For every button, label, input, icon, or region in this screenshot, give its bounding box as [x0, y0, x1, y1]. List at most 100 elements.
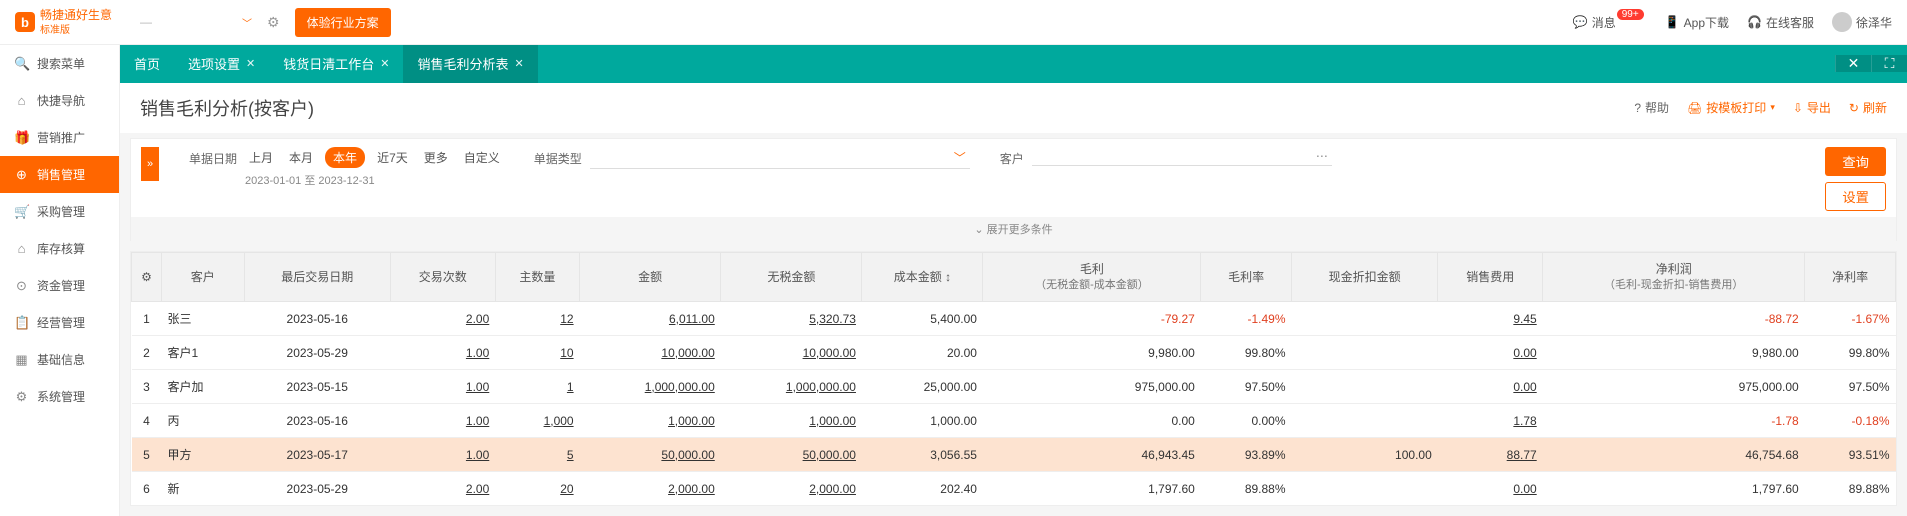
close-icon[interactable]: ✕ — [380, 57, 389, 70]
user-menu[interactable]: 徐泽华 — [1832, 12, 1892, 32]
sidebar-item[interactable]: ⌂快捷导航 — [0, 82, 119, 119]
tab-close-button[interactable]: ✕ — [1835, 55, 1871, 72]
cell: 25,000.00 — [862, 370, 983, 404]
brand-name: 畅捷通好生意 — [40, 9, 112, 21]
date-filter: 单据日期 上月本月本年近7天更多自定义 2023-01-01 至 2023-12… — [189, 147, 504, 188]
cell: 10,000.00 — [721, 336, 862, 370]
table-row[interactable]: 1张三2023-05-162.00126,011.005,320.735,400… — [132, 302, 1896, 336]
cell: 975,000.00 — [1543, 370, 1805, 404]
sidebar-icon: 🎁 — [14, 130, 29, 146]
refresh-label: 刷新 — [1863, 99, 1887, 116]
cell: 1,000,000.00 — [580, 370, 721, 404]
trial-button[interactable]: 体验行业方案 — [295, 8, 391, 37]
date-shortcut[interactable]: 本年 — [325, 147, 365, 168]
date-shortcut[interactable]: 上月 — [245, 147, 277, 168]
sidebar-icon: 🔍 — [14, 56, 29, 72]
column-header: 销售费用 — [1438, 252, 1543, 301]
cell: 张三 — [162, 302, 245, 336]
sidebar-icon: ▦ — [14, 352, 29, 368]
date-shortcut[interactable]: 近7天 — [373, 147, 412, 168]
collapse-button[interactable]: » — [141, 147, 159, 181]
column-header: 毛利（无税金额-成本金额） — [983, 252, 1201, 301]
sidebar-item[interactable]: 🛒采购管理 — [0, 193, 119, 230]
cell — [1292, 472, 1438, 506]
help-label: 帮助 — [1645, 99, 1669, 116]
table-row[interactable]: 5甲方2023-05-171.00550,000.0050,000.003,05… — [132, 438, 1896, 472]
user-name: 徐泽华 — [1856, 14, 1892, 31]
cell: 2023-05-15 — [244, 370, 390, 404]
cell: 2 — [132, 336, 162, 370]
help-link[interactable]: ? 帮助 — [1634, 99, 1669, 116]
date-shortcut[interactable]: 自定义 — [460, 147, 504, 168]
table-row[interactable]: 4丙2023-05-161.001,0001,000.001,000.001,0… — [132, 404, 1896, 438]
tab[interactable]: 选项设置✕ — [174, 45, 269, 83]
table-row[interactable]: 2客户12023-05-291.001010,000.0010,000.0020… — [132, 336, 1896, 370]
sidebar-item[interactable]: ⊙资金管理 — [0, 267, 119, 304]
tab[interactable]: 钱货日清工作台✕ — [269, 45, 403, 83]
cell: 99.80% — [1201, 336, 1292, 370]
cell: 1.00 — [390, 404, 495, 438]
logo-icon: b — [15, 12, 35, 32]
chevron-down-icon: ⌄ — [974, 224, 986, 236]
tab-expand-button[interactable]: ⛶ — [1871, 55, 1907, 72]
print-button[interactable]: 🖨按模板打印▾ — [1687, 99, 1775, 116]
setting-button[interactable]: 设置 — [1825, 182, 1886, 211]
sidebar-item[interactable]: 🔍搜索菜单 — [0, 45, 119, 82]
cell: 1.00 — [390, 336, 495, 370]
org-selector[interactable]: — ﹀ — [140, 15, 252, 30]
cell — [1292, 336, 1438, 370]
tab[interactable]: 首页 — [120, 45, 174, 83]
gear-icon[interactable]: ⚙ — [267, 14, 280, 31]
sidebar-item[interactable]: ⌂库存核算 — [0, 230, 119, 267]
export-button[interactable]: ⇩导出 — [1793, 99, 1831, 116]
cell: 9,980.00 — [983, 336, 1201, 370]
cell: 4 — [132, 404, 162, 438]
page-header: 销售毛利分析(按客户) ? 帮助 🖨按模板打印▾ ⇩导出 ↻ 刷新 — [120, 83, 1907, 133]
search-button[interactable]: 查询 — [1825, 147, 1886, 176]
doctype-filter: 单据类型 ﹀ — [534, 147, 970, 169]
column-header: 无税金额 — [721, 252, 862, 301]
service-label: 在线客服 — [1766, 14, 1814, 31]
help-icon: ? — [1634, 101, 1641, 115]
tab[interactable]: 销售毛利分析表✕ — [403, 45, 537, 83]
cell: 20 — [495, 472, 579, 506]
date-shortcut[interactable]: 本月 — [285, 147, 317, 168]
close-icon[interactable]: ✕ — [246, 57, 255, 70]
refresh-button[interactable]: ↻ 刷新 — [1849, 99, 1887, 116]
cell: 2,000.00 — [580, 472, 721, 506]
sidebar-label: 营销推广 — [37, 129, 85, 146]
doctype-select[interactable]: ﹀ — [590, 147, 970, 169]
cell: -88.72 — [1543, 302, 1805, 336]
cell: 46,943.45 — [983, 438, 1201, 472]
sidebar-item[interactable]: 🎁 营销推广 — [0, 119, 119, 156]
refresh-icon: ↻ — [1849, 101, 1859, 115]
table-row[interactable]: 3客户加2023-05-151.0011,000,000.001,000,000… — [132, 370, 1896, 404]
date-shortcut[interactable]: 更多 — [420, 147, 452, 168]
headset-icon: 🎧 — [1747, 15, 1762, 29]
cell: 20.00 — [862, 336, 983, 370]
sidebar-item[interactable]: ⚙系统管理 — [0, 378, 119, 415]
cell — [1292, 302, 1438, 336]
service-link[interactable]: 🎧 在线客服 — [1747, 14, 1814, 31]
cell: 新 — [162, 472, 245, 506]
table-row[interactable]: 6新2023-05-292.00202,000.002,000.00202.40… — [132, 472, 1896, 506]
download-link[interactable]: 📱 App下载 — [1665, 14, 1729, 31]
cell: 1,000.00 — [862, 404, 983, 438]
column-header[interactable]: 成本金额 ↕ — [862, 252, 983, 301]
cell: 1,797.60 — [983, 472, 1201, 506]
sidebar-item[interactable]: ⊕销售管理 — [0, 156, 119, 193]
message-link[interactable]: 💬 消息 99+ — [1573, 14, 1647, 31]
tab-label: 首页 — [134, 54, 160, 73]
customer-label: 客户 — [1000, 147, 1024, 167]
sidebar-item[interactable]: ▦基础信息 — [0, 341, 119, 378]
column-header: 主数量 — [495, 252, 579, 301]
customer-select[interactable]: ⋯ — [1032, 147, 1332, 166]
sidebar-item[interactable]: 📋经营管理 — [0, 304, 119, 341]
cell: 93.89% — [1201, 438, 1292, 472]
more-label: 展开更多条件 — [987, 224, 1053, 236]
column-header: 净利率 — [1805, 252, 1896, 301]
close-icon[interactable]: ✕ — [515, 57, 524, 70]
data-table: ⚙客户最后交易日期交易次数主数量金额无税金额成本金额 ↕毛利（无税金额-成本金额… — [130, 251, 1897, 506]
page-title: 销售毛利分析(按客户) — [140, 95, 314, 121]
expand-conditions[interactable]: ⌄ 展开更多条件 — [131, 217, 1896, 241]
